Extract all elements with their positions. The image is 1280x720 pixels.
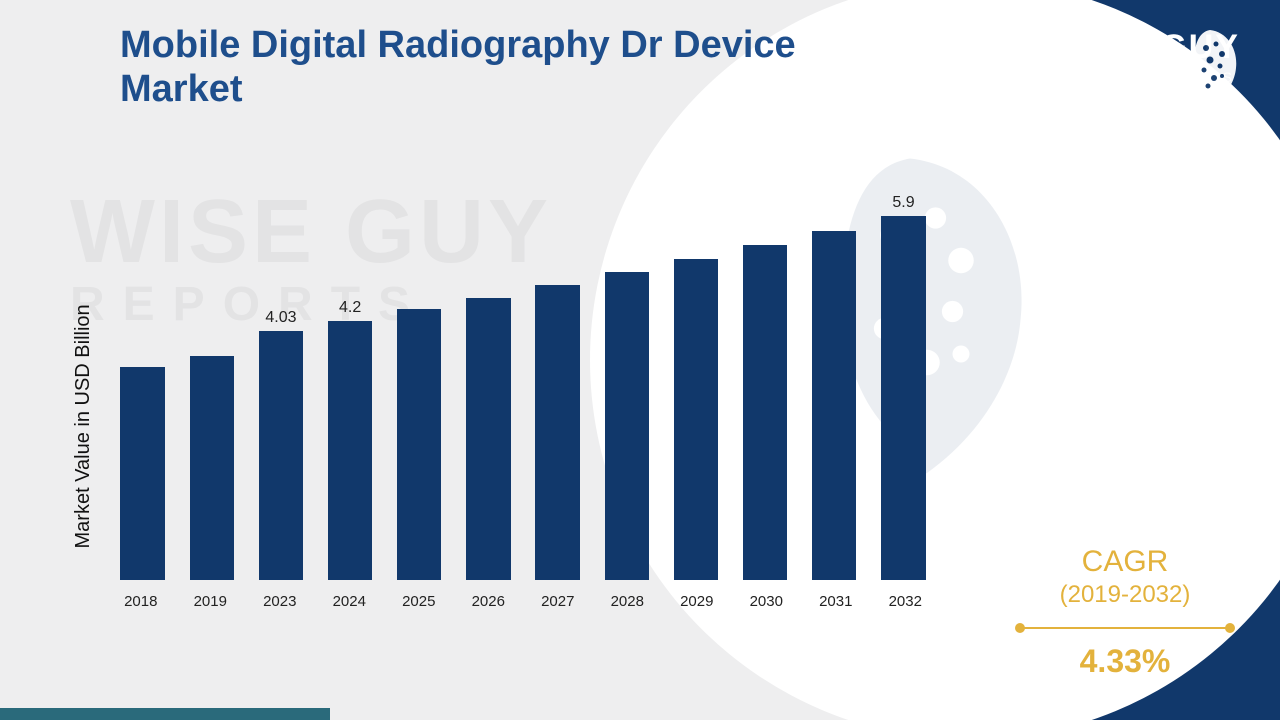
bar-2031 bbox=[800, 160, 869, 580]
bar-2029 bbox=[661, 160, 730, 580]
bar-2019 bbox=[177, 160, 246, 580]
x-axis-labels: 2018201920232024202520262027202820292030… bbox=[106, 593, 940, 610]
x-tick-label: 2026 bbox=[454, 593, 524, 610]
bar-2030 bbox=[731, 160, 800, 580]
bar bbox=[674, 259, 718, 580]
cagr-period: (2019-2032) bbox=[1010, 581, 1240, 609]
infographic-stage: Mobile Digital Radiography Dr Device Mar… bbox=[0, 0, 1280, 720]
bar-value-label: 4.03 bbox=[265, 309, 296, 327]
bar-2025 bbox=[385, 160, 454, 580]
cagr-divider bbox=[1020, 627, 1230, 629]
bar-2026 bbox=[454, 160, 523, 580]
brand-logo: WISE GUY R E P O R T S bbox=[1046, 28, 1240, 85]
plot-area: 4.03 4.2 5.9 bbox=[106, 160, 940, 580]
bar bbox=[466, 298, 510, 580]
bar-chart: Market Value in USD Billion 4.03 4.2 5.9 2… bbox=[60, 160, 940, 620]
bar bbox=[881, 216, 925, 580]
x-tick-label: 2023 bbox=[245, 593, 315, 610]
x-tick-label: 2018 bbox=[106, 593, 176, 610]
bottom-accent-bar bbox=[0, 708, 330, 720]
bar bbox=[743, 245, 787, 580]
bars-container: 4.03 4.2 5.9 bbox=[106, 160, 940, 580]
bar-2024: 4.2 bbox=[316, 160, 385, 580]
bar-value-label: 5.9 bbox=[892, 194, 914, 212]
bar-2028 bbox=[592, 160, 661, 580]
x-tick-label: 2024 bbox=[315, 593, 385, 610]
x-tick-label: 2032 bbox=[871, 593, 941, 610]
x-tick-label: 2029 bbox=[662, 593, 732, 610]
bar bbox=[259, 331, 303, 580]
x-tick-label: 2031 bbox=[801, 593, 871, 610]
bar bbox=[812, 231, 856, 580]
x-tick-label: 2028 bbox=[593, 593, 663, 610]
x-tick-label: 2025 bbox=[384, 593, 454, 610]
bar-2023: 4.03 bbox=[246, 160, 315, 580]
x-tick-label: 2030 bbox=[732, 593, 802, 610]
brand-head-icon bbox=[1180, 28, 1240, 108]
bar-2027 bbox=[523, 160, 592, 580]
x-tick-label: 2019 bbox=[176, 593, 246, 610]
y-axis-label: Market Value in USD Billion bbox=[72, 304, 95, 548]
bar bbox=[120, 367, 164, 580]
bar bbox=[328, 321, 372, 580]
x-tick-label: 2027 bbox=[523, 593, 593, 610]
bar bbox=[605, 272, 649, 580]
chart-title: Mobile Digital Radiography Dr Device Mar… bbox=[120, 24, 820, 111]
bar-value-label: 4.2 bbox=[339, 299, 361, 317]
bar-2018 bbox=[108, 160, 177, 580]
cagr-value: 4.33% bbox=[1010, 643, 1240, 680]
bar bbox=[397, 309, 441, 580]
cagr-title: CAGR bbox=[1010, 545, 1240, 579]
cagr-block: CAGR (2019-2032) 4.33% bbox=[1010, 545, 1240, 680]
bar bbox=[190, 356, 234, 580]
bar-2032: 5.9 bbox=[869, 160, 938, 580]
bar bbox=[535, 285, 579, 580]
